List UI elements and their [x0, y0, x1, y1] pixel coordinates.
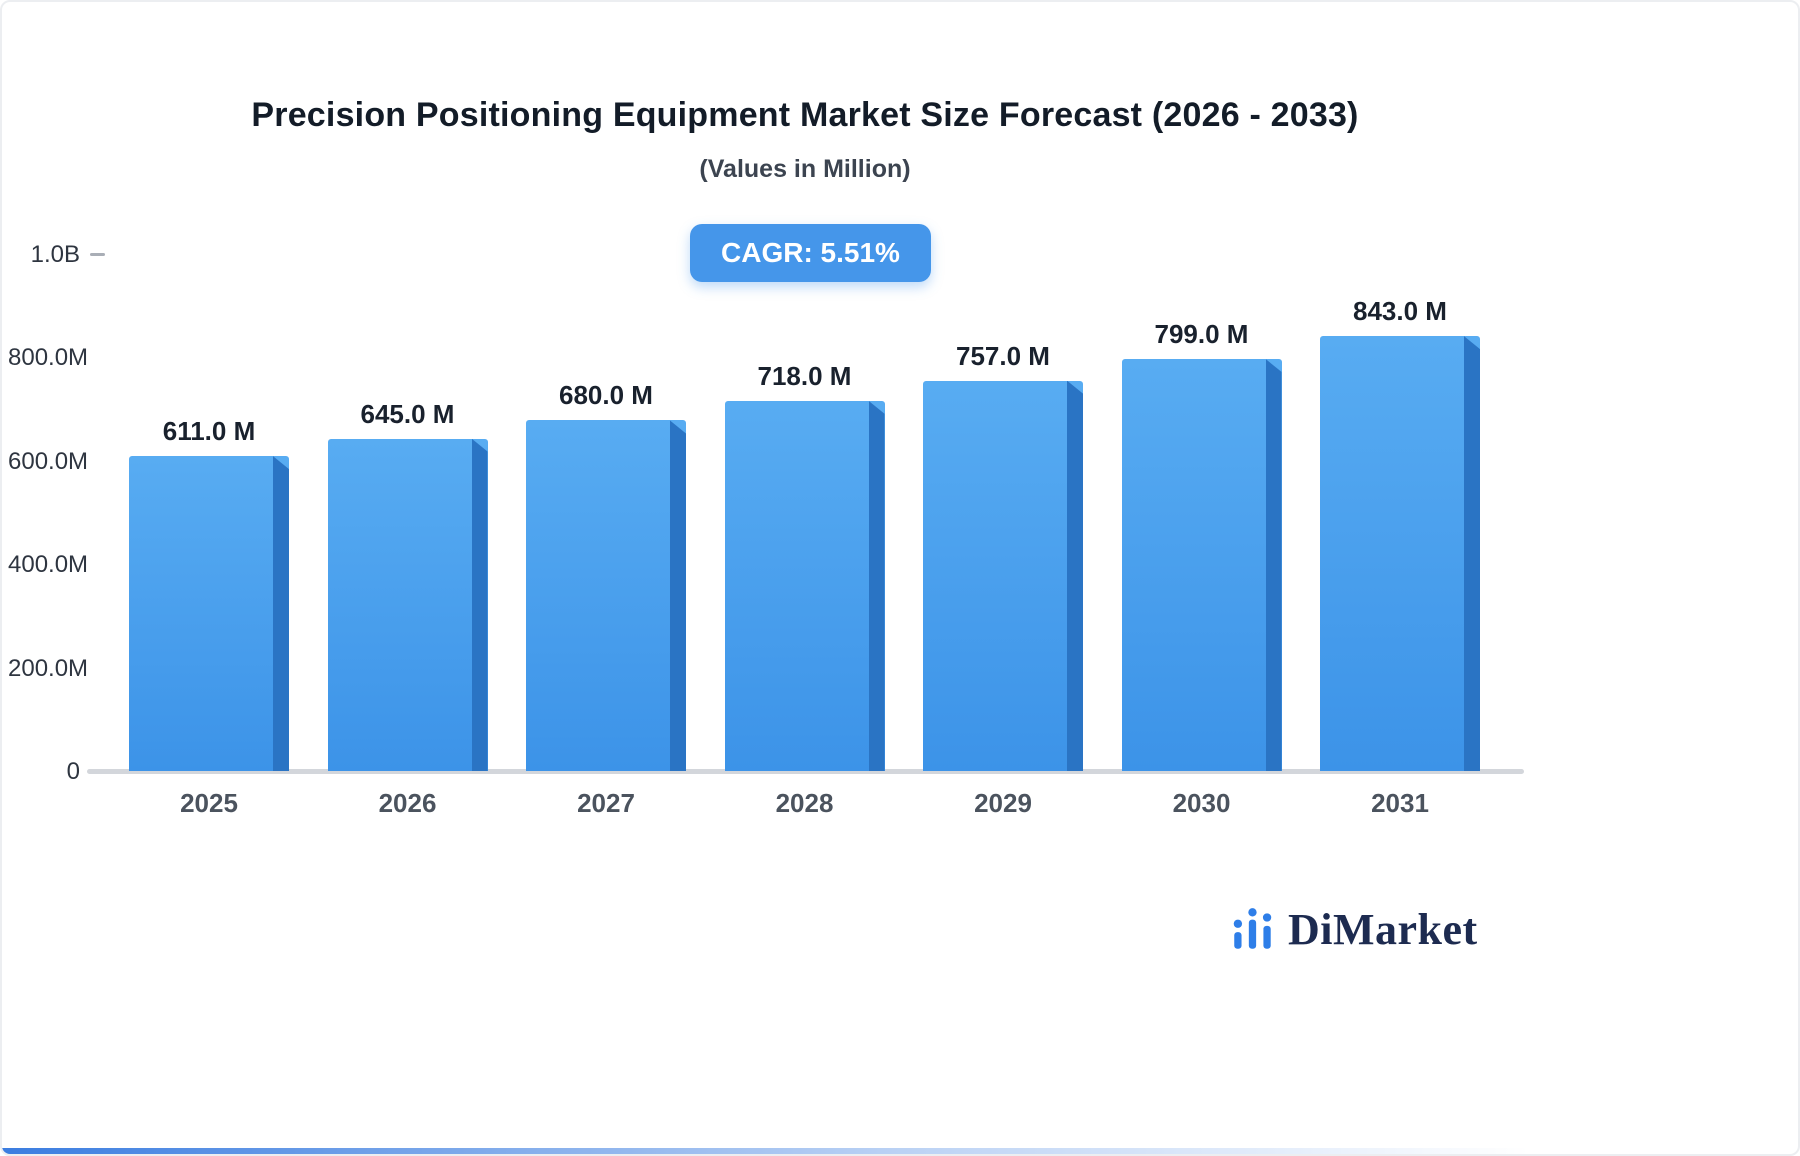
y-axis-label: 200.0M — [8, 654, 89, 682]
x-axis-label: 2030 — [1172, 788, 1231, 818]
y-axis-label: 1.0B — [30, 241, 80, 268]
bar-value-label: 843.0 M — [1353, 296, 1447, 327]
bar[interactable] — [526, 420, 686, 771]
chart-title: Precision Positioning Equipment Market S… — [251, 96, 1359, 134]
x-axis-label: 2028 — [775, 788, 834, 818]
dimarket-logo-icon — [1230, 905, 1276, 955]
bar-side-face — [868, 400, 885, 771]
x-axis-label: 2029 — [974, 788, 1032, 818]
chart-subtitle: (Values in Million) — [699, 155, 911, 183]
y-axis-label: 800.0M — [8, 344, 89, 372]
bar-side-face — [1265, 358, 1282, 771]
y-axis-tick — [90, 253, 105, 256]
bar-value-label: 718.0 M — [757, 360, 852, 391]
bar[interactable] — [1121, 358, 1282, 771]
bar[interactable] — [327, 438, 488, 771]
cagr-badge: CAGR: 5.51% — [690, 224, 931, 282]
dimarket-logo: DiMarket — [1230, 904, 1478, 955]
bar-value-label: 611.0 M — [162, 416, 256, 447]
bar-side-face — [471, 438, 488, 771]
axis-baseline — [87, 769, 1524, 774]
dimarket-logo-text: DiMarket — [1288, 905, 1478, 954]
y-axis-label: 0 — [66, 758, 80, 785]
bar-side-face — [1067, 380, 1083, 771]
bar-side-face — [273, 456, 289, 771]
bottom-accent-bar — [2, 1148, 1798, 1154]
bar-value-label: 799.0 M — [1154, 318, 1249, 349]
bar[interactable] — [129, 456, 289, 771]
y-axis-label: 400.0M — [8, 551, 89, 579]
bar-value-label: 680.0 M — [559, 380, 653, 411]
y-axis-label: 600.0M — [8, 447, 89, 475]
bar[interactable] — [724, 400, 885, 771]
bar-side-face — [670, 420, 686, 771]
bar-value-label: 757.0 M — [956, 340, 1050, 371]
chart-header: Precision Positioning Equipment Market S… — [2, 96, 1608, 184]
bar-value-label: 645.0 M — [360, 398, 455, 429]
x-axis-label: 2031 — [1371, 788, 1429, 818]
x-axis-label: 2025 — [180, 788, 238, 818]
x-axis-label: 2027 — [577, 788, 635, 818]
bar[interactable] — [923, 380, 1083, 771]
bar[interactable] — [1320, 336, 1480, 771]
x-axis-label: 2026 — [378, 788, 437, 818]
bar-side-face — [1464, 336, 1480, 771]
